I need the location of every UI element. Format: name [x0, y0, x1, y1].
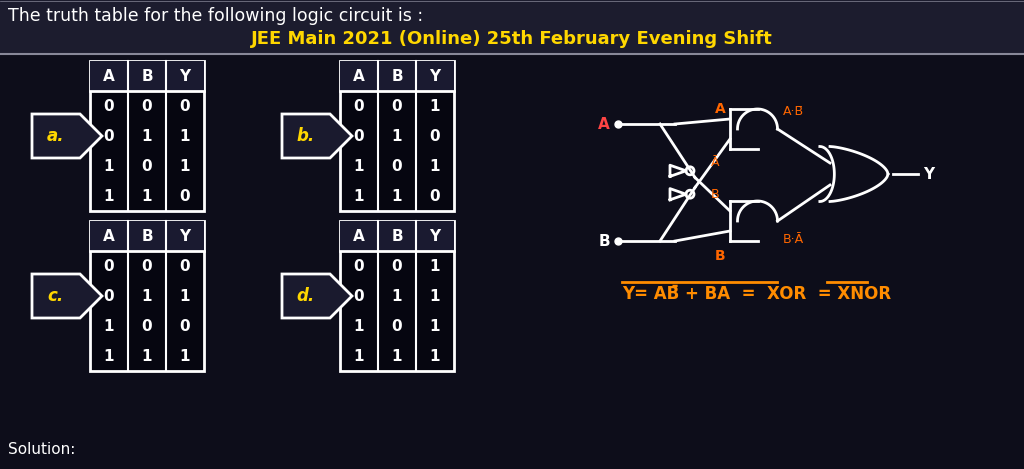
Text: Y: Y: [179, 68, 190, 83]
Text: Y: Y: [923, 166, 934, 182]
Text: 0: 0: [392, 98, 402, 113]
Bar: [340, 221, 454, 251]
Text: Y: Y: [429, 68, 440, 83]
Text: 1: 1: [103, 189, 115, 204]
Text: 1: 1: [141, 348, 153, 363]
Text: 0: 0: [179, 318, 190, 333]
Polygon shape: [282, 114, 352, 158]
FancyBboxPatch shape: [0, 0, 1024, 54]
Text: A·B̄: A·B̄: [782, 105, 804, 118]
Text: 1: 1: [103, 348, 115, 363]
Text: 1: 1: [103, 318, 115, 333]
Text: A: A: [715, 102, 725, 116]
Text: 0: 0: [103, 258, 115, 273]
Text: b.: b.: [297, 127, 315, 145]
Text: 1: 1: [430, 98, 440, 113]
Bar: [90, 61, 204, 211]
Text: 1: 1: [353, 348, 365, 363]
Text: The truth table for the following logic circuit is :: The truth table for the following logic …: [8, 7, 423, 25]
Polygon shape: [282, 274, 352, 318]
Text: A: A: [103, 228, 115, 243]
Bar: [90, 61, 204, 91]
Text: A: A: [598, 116, 610, 131]
Text: 1: 1: [430, 288, 440, 303]
Text: 0: 0: [103, 129, 115, 144]
Text: 1: 1: [353, 189, 365, 204]
Polygon shape: [32, 114, 102, 158]
Text: 0: 0: [141, 258, 153, 273]
Text: B: B: [598, 234, 610, 249]
Text: 0: 0: [430, 189, 440, 204]
Text: Solution:: Solution:: [8, 442, 76, 457]
Text: 0: 0: [353, 98, 365, 113]
Text: 1: 1: [141, 288, 153, 303]
Text: 1: 1: [141, 129, 153, 144]
Text: c.: c.: [48, 287, 65, 305]
Text: 1: 1: [141, 189, 153, 204]
Text: 1: 1: [103, 159, 115, 174]
Text: JEE Main 2021 (Online) 25th February Evening Shift: JEE Main 2021 (Online) 25th February Eve…: [251, 30, 773, 48]
Text: 1: 1: [353, 318, 365, 333]
Text: 1: 1: [180, 288, 190, 303]
Text: 0: 0: [179, 189, 190, 204]
Text: B: B: [141, 68, 153, 83]
Text: 0: 0: [179, 258, 190, 273]
Text: 0: 0: [353, 129, 365, 144]
Text: d.: d.: [297, 287, 315, 305]
Text: B: B: [141, 228, 153, 243]
Text: 1: 1: [430, 258, 440, 273]
Text: B: B: [391, 68, 402, 83]
Text: 0: 0: [141, 318, 153, 333]
Text: 0: 0: [103, 288, 115, 303]
Text: 0: 0: [103, 98, 115, 113]
Text: 1: 1: [392, 189, 402, 204]
Bar: [90, 221, 204, 251]
Text: 1: 1: [430, 159, 440, 174]
Text: 1: 1: [353, 159, 365, 174]
Text: 0: 0: [179, 98, 190, 113]
Text: a.: a.: [47, 127, 65, 145]
Text: 0: 0: [392, 318, 402, 333]
Bar: [340, 61, 454, 91]
Text: 0: 0: [353, 288, 365, 303]
Text: 1: 1: [392, 288, 402, 303]
Text: 0: 0: [141, 98, 153, 113]
Text: Ā: Ā: [711, 156, 719, 169]
Text: 0: 0: [392, 159, 402, 174]
Text: Y: Y: [179, 228, 190, 243]
Text: Y: Y: [429, 228, 440, 243]
Text: A: A: [353, 228, 365, 243]
Text: 1: 1: [180, 159, 190, 174]
Text: A: A: [353, 68, 365, 83]
Polygon shape: [32, 274, 102, 318]
Text: 1: 1: [430, 348, 440, 363]
Text: 0: 0: [430, 129, 440, 144]
Text: 1: 1: [430, 318, 440, 333]
Text: 1: 1: [180, 348, 190, 363]
Text: 1: 1: [180, 129, 190, 144]
Text: Y= AB̄ + BĀ  =  XOR  = XNOR: Y= AB̄ + BĀ = XOR = XNOR: [622, 285, 891, 303]
Text: B: B: [391, 228, 402, 243]
Bar: [90, 221, 204, 371]
Text: 1: 1: [392, 348, 402, 363]
Bar: [340, 61, 454, 211]
Text: 0: 0: [392, 258, 402, 273]
Text: A: A: [103, 68, 115, 83]
Text: 1: 1: [392, 129, 402, 144]
Text: 0: 0: [141, 159, 153, 174]
Text: B̄: B̄: [711, 188, 719, 201]
Text: B·Ā: B·Ā: [782, 233, 804, 245]
Text: B: B: [715, 249, 725, 263]
Bar: [340, 221, 454, 371]
Text: 0: 0: [353, 258, 365, 273]
